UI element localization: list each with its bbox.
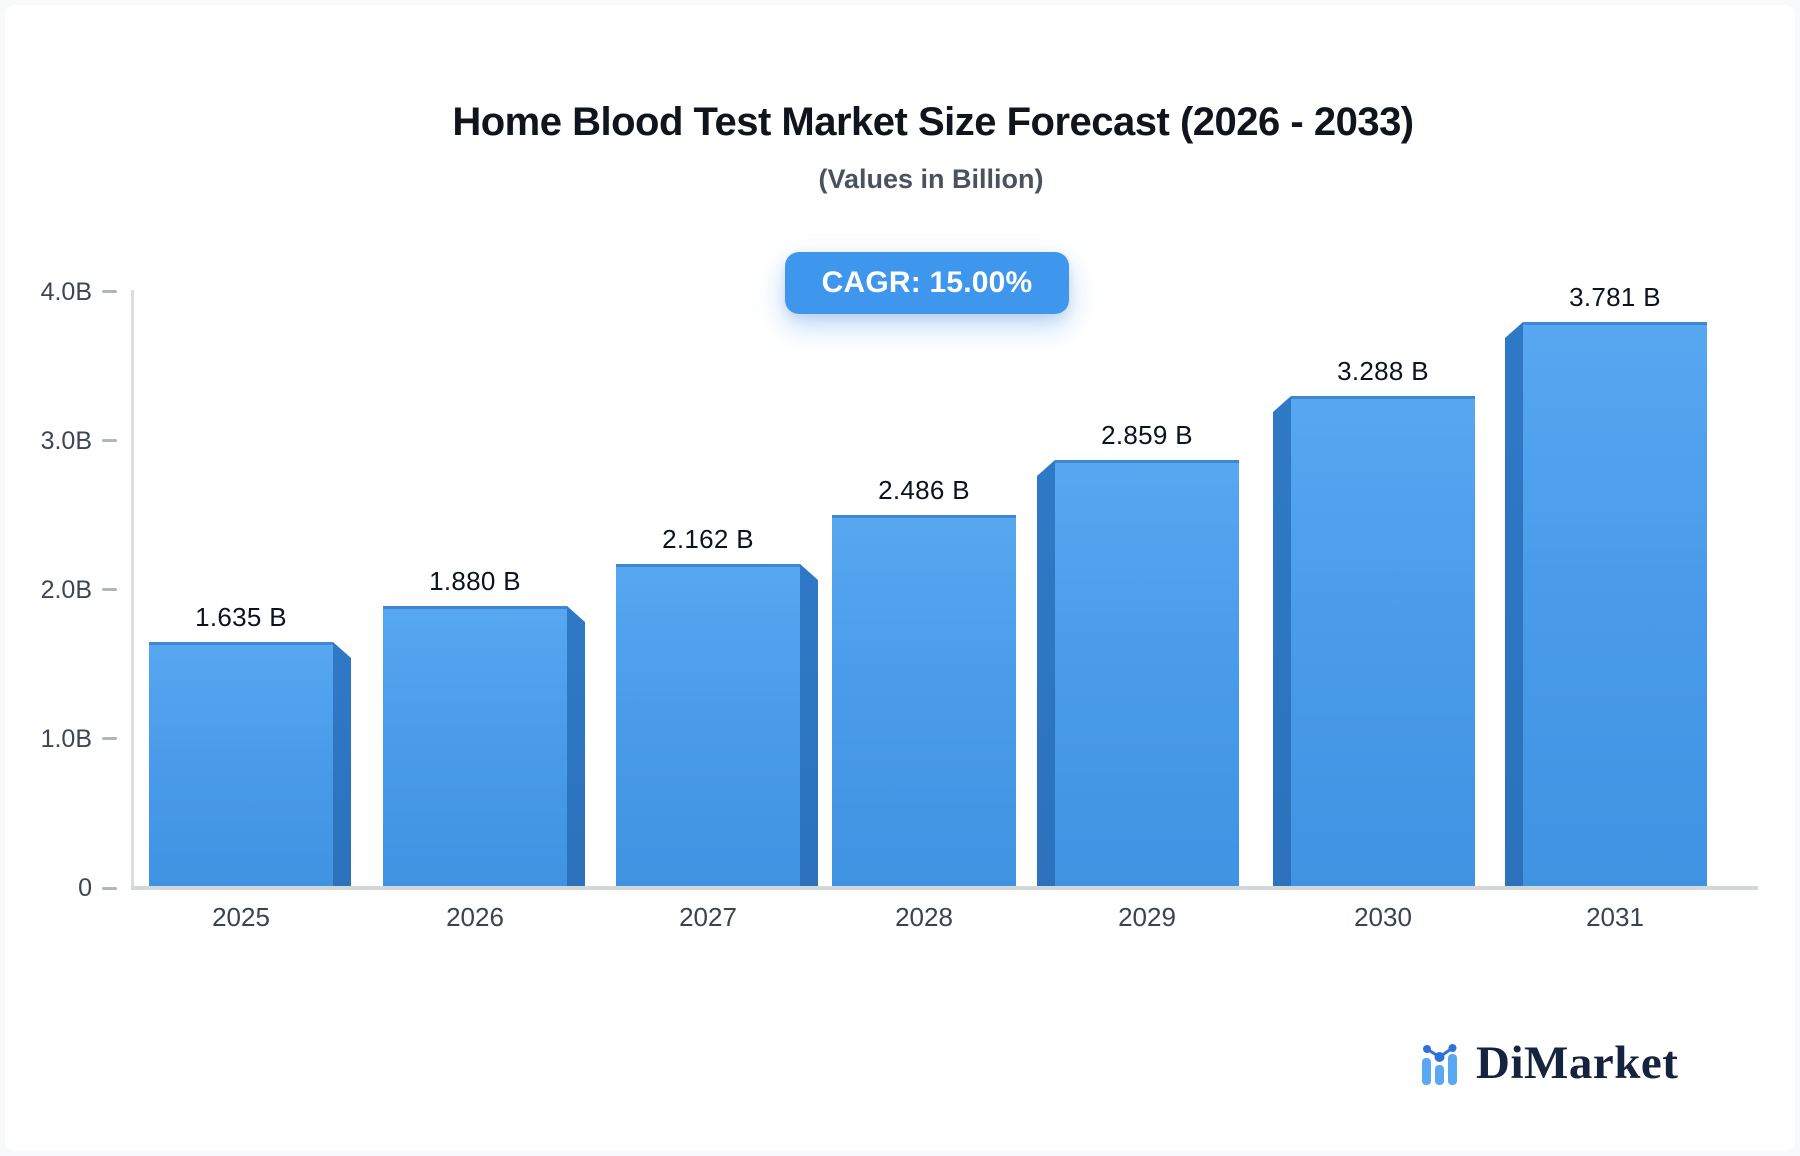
bar-value-label: 3.781 B [1569,282,1661,312]
logo-text: DiMarket [1476,1037,1679,1089]
y-axis-tick-mark [102,886,117,890]
y-axis-tick-label: 4.0B [40,277,92,306]
cagr-badge: CAGR: 15.00% [785,252,1069,314]
bar-value-label: 3.288 B [1337,356,1429,386]
bar-2026 [383,606,567,886]
bar-3d-side-face [1505,322,1523,886]
x-axis-category-label: 2025 [212,902,270,932]
bar-2031 [1523,322,1707,886]
bar-value-label: 2.859 B [1101,420,1193,450]
bar-line-chart-icon [1422,1044,1457,1085]
x-axis-category-label: 2027 [679,902,737,932]
bar-2028 [832,515,1016,886]
chart-subtitle: (Values in Billion) [818,164,1044,194]
bar-value-label: 1.880 B [429,566,521,596]
cagr-badge-label: CAGR: 15.00% [821,266,1033,299]
x-axis-category-label: 2026 [446,902,504,932]
y-axis-line [131,290,134,890]
chart-title: Home Blood Test Market Size Forecast (20… [452,100,1414,144]
y-axis-tick-mark [102,588,117,592]
y-axis-tick-mark [102,737,117,741]
x-axis-category-label: 2031 [1586,902,1644,932]
bar-3d-side-face [567,606,585,886]
x-axis-category-label: 2028 [895,902,953,932]
y-axis-tick-label: 3.0B [40,426,92,455]
bar-3d-side-face [1037,460,1055,886]
bar-2029 [1055,460,1239,886]
bar-2027 [616,564,800,886]
x-axis-line [131,886,1758,890]
x-axis-category-label: 2029 [1118,902,1176,932]
bar-3d-side-face [333,642,351,886]
y-axis-tick-label: 0 [78,874,92,902]
dimarket-logo: DiMarket [1416,1038,1678,1088]
bar-3d-side-face [800,564,818,886]
y-axis-tick-label: 1.0B [40,724,92,753]
y-axis-tick-mark [102,290,117,294]
bar-3d-side-face [1273,396,1291,886]
y-axis-tick-mark [102,439,117,443]
bar-2025 [149,642,333,886]
bar-2030 [1291,396,1475,886]
bar-value-label: 2.486 B [878,475,970,505]
y-axis-tick-label: 2.0B [40,575,92,604]
x-axis-category-label: 2030 [1354,902,1412,932]
bar-value-label: 2.162 B [662,524,754,554]
bar-value-label: 1.635 B [195,602,287,632]
